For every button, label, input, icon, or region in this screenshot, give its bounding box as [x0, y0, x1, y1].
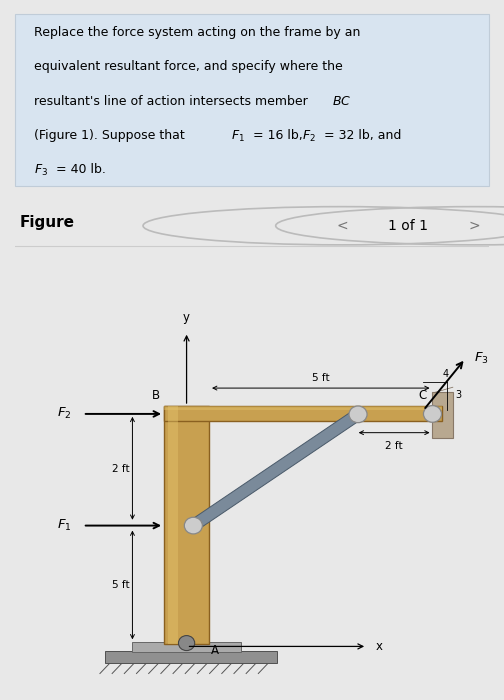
Text: (Figure 1). Suppose that: (Figure 1). Suppose that	[34, 129, 189, 142]
Polygon shape	[164, 406, 209, 644]
Text: <: <	[336, 218, 348, 232]
Text: resultant's line of action intersects member: resultant's line of action intersects me…	[34, 94, 312, 108]
Text: = 16 lb,: = 16 lb,	[248, 129, 306, 142]
Polygon shape	[133, 643, 241, 652]
Polygon shape	[168, 406, 178, 644]
Text: = 40 lb.: = 40 lb.	[52, 163, 106, 176]
Circle shape	[423, 405, 442, 422]
Text: equivalent resultant force, and specify where the: equivalent resultant force, and specify …	[34, 60, 343, 74]
Text: A: A	[211, 644, 219, 657]
Polygon shape	[190, 410, 362, 531]
Text: $F_3$: $F_3$	[474, 351, 488, 366]
Text: 5 ft: 5 ft	[312, 373, 330, 383]
Text: $F_1$: $F_1$	[231, 129, 244, 144]
Text: 3: 3	[455, 391, 461, 400]
Circle shape	[178, 636, 195, 650]
Polygon shape	[105, 650, 277, 663]
Text: 2 ft: 2 ft	[386, 441, 403, 451]
Text: >: >	[469, 218, 480, 232]
Text: Figure: Figure	[20, 215, 75, 230]
Circle shape	[349, 406, 367, 423]
Text: 5 ft: 5 ft	[112, 580, 130, 590]
Text: Replace the force system acting on the frame by an: Replace the force system acting on the f…	[34, 26, 360, 39]
Text: 1 of 1: 1 of 1	[389, 218, 428, 232]
Circle shape	[184, 517, 203, 534]
Polygon shape	[164, 406, 442, 421]
Text: $F_1$: $F_1$	[57, 518, 72, 533]
Text: y: y	[183, 312, 190, 324]
Polygon shape	[164, 406, 442, 410]
Text: $\it{BC}$: $\it{BC}$	[332, 94, 351, 108]
Text: C: C	[418, 389, 426, 402]
Text: $F_2$: $F_2$	[57, 407, 72, 421]
Text: x: x	[376, 640, 383, 653]
Text: $F_2$: $F_2$	[302, 129, 316, 144]
Text: 2 ft: 2 ft	[112, 463, 130, 473]
Text: B: B	[151, 389, 159, 402]
Polygon shape	[432, 392, 453, 438]
Text: $F_3$: $F_3$	[34, 163, 48, 179]
FancyBboxPatch shape	[15, 14, 489, 186]
Text: = 32 lb, and: = 32 lb, and	[320, 129, 402, 142]
Text: 4: 4	[443, 369, 449, 379]
